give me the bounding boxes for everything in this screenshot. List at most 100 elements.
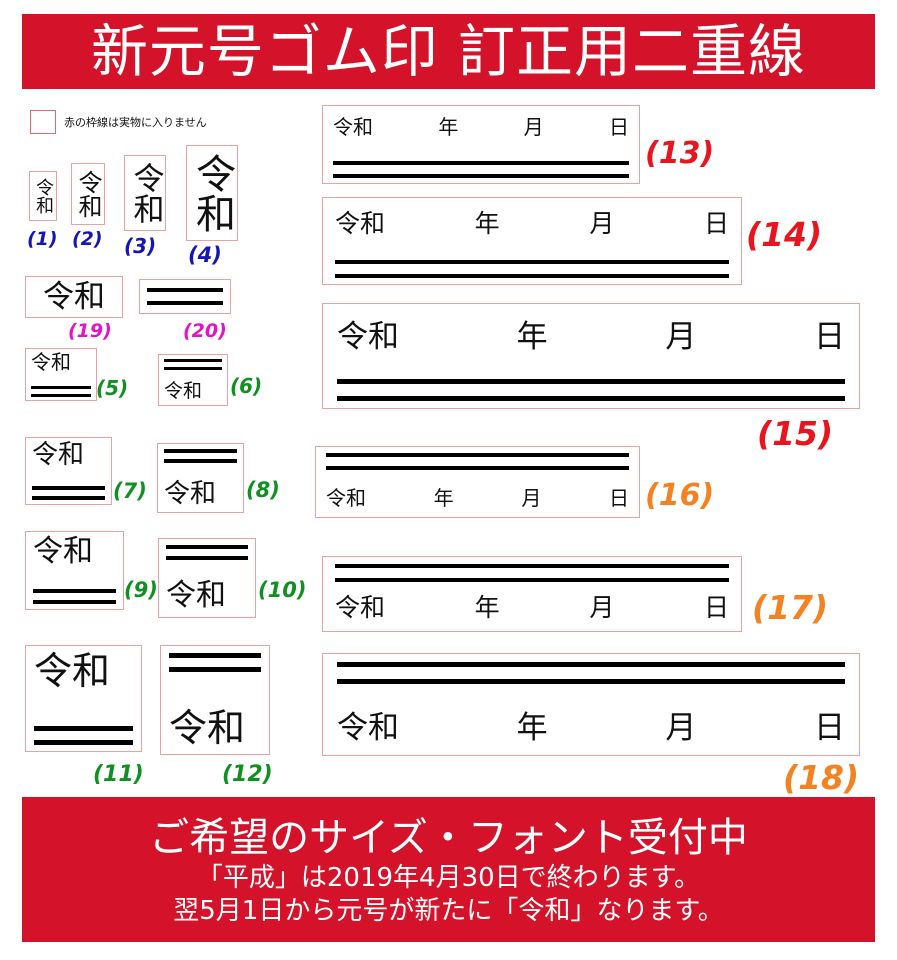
correction-line <box>166 556 248 560</box>
stamp-17[interactable]: 令和 年 月 日 <box>322 556 742 632</box>
stamp-13[interactable]: 令和 年 月 日 <box>322 105 640 184</box>
stamp-5[interactable]: 令和 <box>25 348 97 401</box>
stamp-8-correction-lines <box>164 449 237 463</box>
correction-line <box>337 679 845 684</box>
stamp-17-date-row: 令和 年 月 日 <box>335 588 729 624</box>
stamp-3[interactable]: 令和 <box>124 155 166 231</box>
footer-line-2: 翌5月1日から元号が新たに「令和」なります。 <box>173 895 724 926</box>
correction-line <box>169 667 261 672</box>
label-4: (4) <box>188 243 222 267</box>
label-6: (6) <box>230 374 263 398</box>
stamp-14[interactable]: 令和 年 月 日 <box>322 197 742 285</box>
correction-line <box>31 386 91 389</box>
stamp-2-text: 令和 <box>74 170 102 218</box>
stamp-6[interactable]: 令和 <box>158 354 228 406</box>
stamp-8-text: 令和 <box>164 479 217 509</box>
stamp-12[interactable]: 令和 <box>160 645 270 755</box>
stamp-20-correction-lines <box>147 288 223 305</box>
label-5: (5) <box>96 376 129 400</box>
label-18: (18) <box>783 758 860 797</box>
label-9: (9) <box>124 578 158 602</box>
stamp-19-text: 令和 <box>43 278 105 315</box>
correction-line <box>34 726 133 731</box>
stamp-11-text: 令和 <box>34 649 111 693</box>
label-1: (1) <box>27 228 58 250</box>
stamp-1-text: 令和 <box>33 178 54 214</box>
era-label: 令和 <box>337 710 399 746</box>
footer-line-1: 「平成」は2019年4月30日で終わります。 <box>196 862 701 893</box>
label-11: (11) <box>93 762 144 787</box>
year-label: 年 <box>474 593 500 622</box>
stamp-2[interactable]: 令和 <box>71 163 105 225</box>
stamp-19[interactable]: 令和 <box>25 276 123 318</box>
year-label: 年 <box>438 115 459 139</box>
label-16: (16) <box>645 478 715 513</box>
stamp-15[interactable]: 令和 年 月 日 <box>322 303 860 409</box>
year-label: 年 <box>433 486 454 510</box>
label-2: (2) <box>72 228 103 250</box>
stamp-11[interactable]: 令和 <box>25 645 142 752</box>
stamp-15-date-row: 令和 年 月 日 <box>337 311 845 356</box>
stamp-16-correction-lines <box>326 453 629 470</box>
stamp-16[interactable]: 令和 年 月 日 <box>315 446 640 518</box>
correction-line <box>32 496 105 500</box>
stamp-8[interactable]: 令和 <box>157 443 244 513</box>
day-label: 日 <box>813 319 845 355</box>
correction-line <box>335 260 729 264</box>
footer-headline: ご希望のサイズ・フォント受付中 <box>149 814 748 861</box>
correction-line <box>326 453 629 457</box>
stamp-3-text: 令和 <box>127 162 164 224</box>
stamp-20[interactable] <box>139 279 231 314</box>
stamp-16-date-row: 令和 年 月 日 <box>326 482 629 511</box>
header-banner: 新元号ゴム印 訂正用二重線 <box>22 14 875 89</box>
stamp-10[interactable]: 令和 <box>158 538 256 618</box>
stamp-14-correction-lines <box>335 260 729 278</box>
year-label: 年 <box>516 710 548 746</box>
year-label: 年 <box>516 319 548 355</box>
correction-line <box>147 301 223 305</box>
stamp-18[interactable]: 令和 年 月 日 <box>322 653 860 756</box>
stamp-7[interactable]: 令和 <box>25 437 112 505</box>
red-border-swatch-icon <box>30 110 56 134</box>
stamp-7-correction-lines <box>32 486 105 500</box>
stamp-18-correction-lines <box>337 662 845 684</box>
label-17: (17) <box>752 588 829 627</box>
correction-line <box>164 367 222 370</box>
stamp-13-date-row: 令和 年 月 日 <box>333 111 629 140</box>
correction-line <box>33 589 116 593</box>
stamp-14-date-row: 令和 年 月 日 <box>335 204 729 240</box>
correction-line <box>335 274 729 278</box>
label-19: (19) <box>68 320 112 342</box>
stamp-15-correction-lines <box>337 379 845 401</box>
stamp-6-text: 令和 <box>164 380 203 402</box>
correction-line <box>147 288 223 292</box>
era-label: 令和 <box>335 209 386 238</box>
year-label: 年 <box>474 209 500 238</box>
correction-line <box>335 564 729 568</box>
label-20: (20) <box>183 320 227 342</box>
era-label: 令和 <box>333 115 373 139</box>
label-15: (15) <box>757 414 834 453</box>
month-label: 月 <box>589 209 615 238</box>
stamp-4-text: 令和 <box>189 153 235 233</box>
legend-note-text: 赤の枠線は実物に入りません <box>64 116 207 129</box>
stamp-11-correction-lines <box>34 726 133 745</box>
day-label: 日 <box>813 710 845 746</box>
label-13: (13) <box>645 136 715 171</box>
month-label: 月 <box>589 593 615 622</box>
month-label: 月 <box>665 319 697 355</box>
correction-line <box>326 466 629 470</box>
stamp-4[interactable]: 令和 <box>186 145 238 241</box>
correction-line <box>34 740 133 745</box>
correction-line <box>335 578 729 582</box>
footer-banner: ご希望のサイズ・フォント受付中 「平成」は2019年4月30日で終わります。 翌… <box>22 797 875 942</box>
correction-line <box>337 662 845 667</box>
label-8: (8) <box>246 478 280 502</box>
correction-line <box>166 545 248 549</box>
correction-line <box>164 449 237 453</box>
label-12: (12) <box>222 762 273 787</box>
label-3: (3) <box>124 234 157 258</box>
stamp-12-correction-lines <box>169 653 261 672</box>
stamp-1[interactable]: 令和 <box>29 171 57 221</box>
stamp-9[interactable]: 令和 <box>25 531 124 610</box>
